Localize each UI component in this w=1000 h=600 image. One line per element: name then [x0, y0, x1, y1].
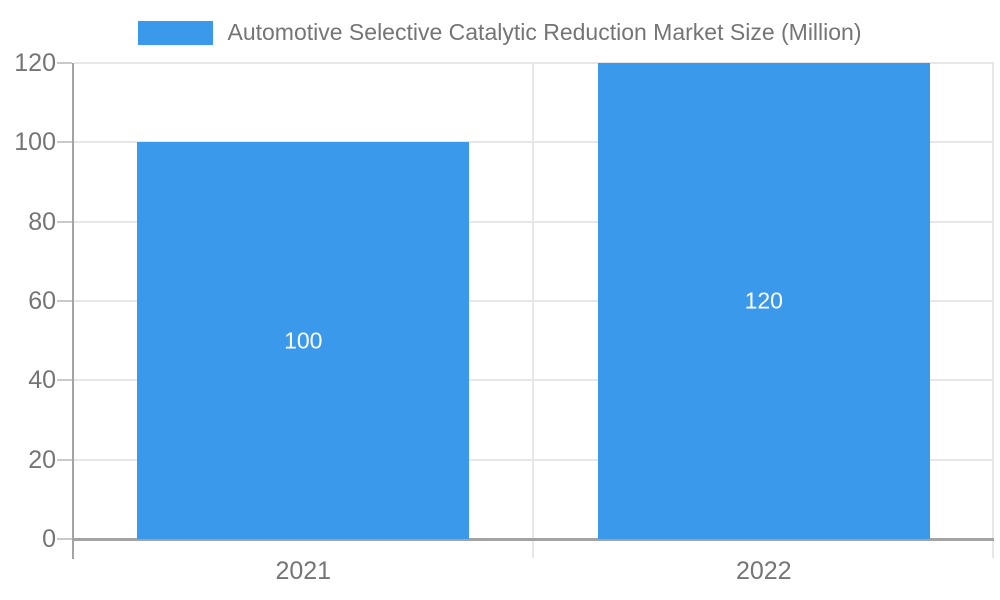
gridline-horizontal — [74, 62, 994, 64]
bar-value-label: 120 — [744, 287, 783, 314]
gridline-vertical — [992, 63, 994, 558]
x-axis-label: 2022 — [735, 557, 792, 585]
y-axis-label: 120 — [14, 49, 56, 77]
gridline-horizontal — [74, 300, 994, 302]
gridline-horizontal — [74, 379, 994, 382]
y-axis-label: 60 — [28, 287, 56, 315]
y-axis-tick — [57, 62, 72, 64]
y-axis-tick — [57, 538, 72, 540]
y-axis-label: 80 — [28, 207, 56, 236]
y-axis-tick — [57, 300, 72, 302]
y-axis-label: 20 — [28, 445, 56, 474]
gridline-horizontal — [74, 458, 994, 461]
y-axis-tick — [57, 141, 72, 144]
bar[interactable]: 120 — [597, 63, 930, 539]
y-axis-label: 100 — [14, 128, 56, 157]
bar[interactable]: 100 — [137, 142, 470, 539]
y-axis-label: 40 — [28, 366, 56, 395]
gridline-horizontal — [74, 220, 994, 223]
y-axis-line — [72, 63, 74, 559]
x-axis-label: 2021 — [275, 557, 332, 585]
chart-legend[interactable]: Automotive Selective Catalytic Reduction… — [0, 19, 1000, 46]
bar-value-label: 100 — [284, 327, 323, 354]
y-axis-label: 0 — [42, 525, 56, 553]
y-axis-tick — [57, 379, 72, 382]
y-axis-tick — [57, 220, 72, 223]
legend-label: Automotive Selective Catalytic Reduction… — [227, 19, 862, 45]
gridline-horizontal — [74, 141, 994, 144]
legend-swatch — [138, 20, 214, 45]
x-axis-line — [72, 538, 994, 541]
y-axis-tick — [57, 458, 72, 461]
gridline-vertical — [531, 63, 534, 558]
